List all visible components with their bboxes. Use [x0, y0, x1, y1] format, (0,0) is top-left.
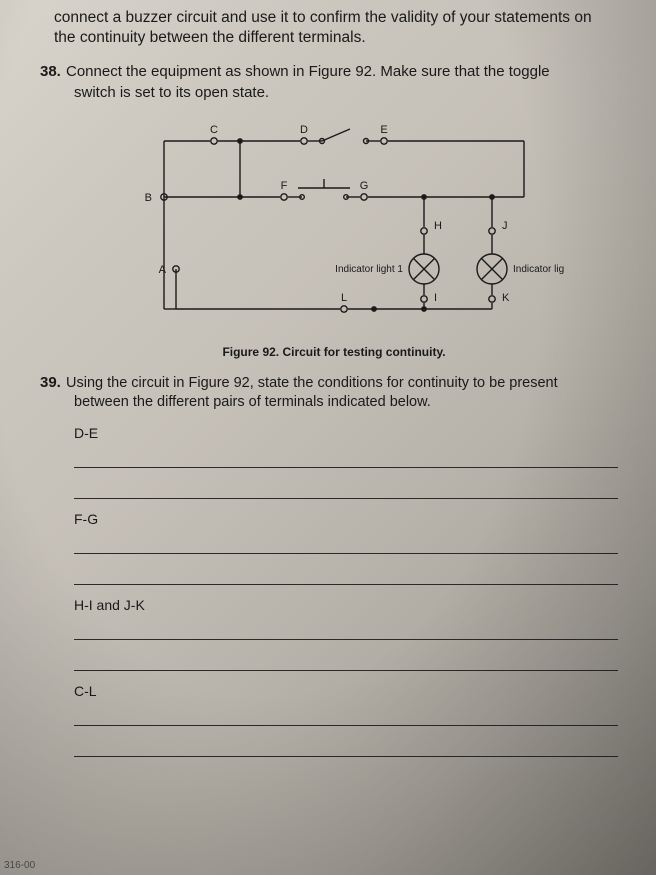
sub-cl: C-L — [74, 683, 628, 699]
circuit-svg: C D E F G B A H J Indicator light 1 Indicator ligh… — [104, 119, 564, 339]
intro-line-1: connect a buzzer circuit and use it to c… — [54, 9, 592, 26]
intro-line-2: the continuity between the different ter… — [54, 29, 366, 46]
q38-line1: Connect the equipment as shown in Figure… — [66, 63, 550, 80]
answer-line[interactable] — [74, 564, 618, 585]
svg-text:Indicator light 1: Indicator light 1 — [335, 264, 403, 275]
svg-text:C: C — [210, 124, 218, 136]
svg-text:G: G — [360, 180, 369, 192]
svg-text:H: H — [434, 220, 442, 232]
intro-paragraph: connect a buzzer circuit and use it to c… — [54, 8, 608, 48]
q38-number: 38. — [40, 62, 66, 82]
answer-line[interactable] — [74, 736, 618, 757]
svg-text:K: K — [502, 292, 510, 304]
svg-text:I: I — [434, 292, 437, 304]
svg-text:Indicator light 2: Indicator light 2 — [513, 264, 564, 275]
sub-de: D-E — [74, 425, 628, 441]
svg-text:L: L — [341, 292, 347, 304]
answer-line[interactable] — [74, 705, 618, 726]
q39-line2: between the different pairs of terminals… — [74, 393, 628, 413]
figure-caption: Figure 92. Circuit for testing continuit… — [40, 345, 628, 359]
answer-line[interactable] — [74, 478, 618, 499]
sub-fg: F-G — [74, 511, 628, 527]
answer-line[interactable] — [74, 650, 618, 671]
svg-text:J: J — [502, 220, 508, 232]
svg-text:B: B — [145, 192, 152, 204]
svg-text:E: E — [380, 124, 387, 136]
page-code: 316-00 — [4, 860, 35, 871]
q39-line1: Using the circuit in Figure 92, state th… — [66, 375, 558, 391]
q39-number: 39. — [40, 373, 66, 393]
figure-92: C D E F G B A H J Indicator light 1 Indicator ligh… — [104, 119, 564, 339]
q38-line2: switch is set to its open state. — [74, 83, 628, 103]
worksheet-page: connect a buzzer circuit and use it to c… — [0, 0, 656, 875]
svg-text:D: D — [300, 124, 308, 136]
svg-text:A: A — [159, 264, 167, 276]
sub-hi-jk: H-I and J-K — [74, 597, 628, 613]
answer-line[interactable] — [74, 447, 618, 468]
question-38: 38.Connect the equipment as shown in Fig… — [40, 62, 628, 103]
svg-text:F: F — [281, 180, 288, 192]
answer-line[interactable] — [74, 533, 618, 554]
answer-line[interactable] — [74, 619, 618, 640]
question-39: 39.Using the circuit in Figure 92, state… — [40, 373, 628, 413]
